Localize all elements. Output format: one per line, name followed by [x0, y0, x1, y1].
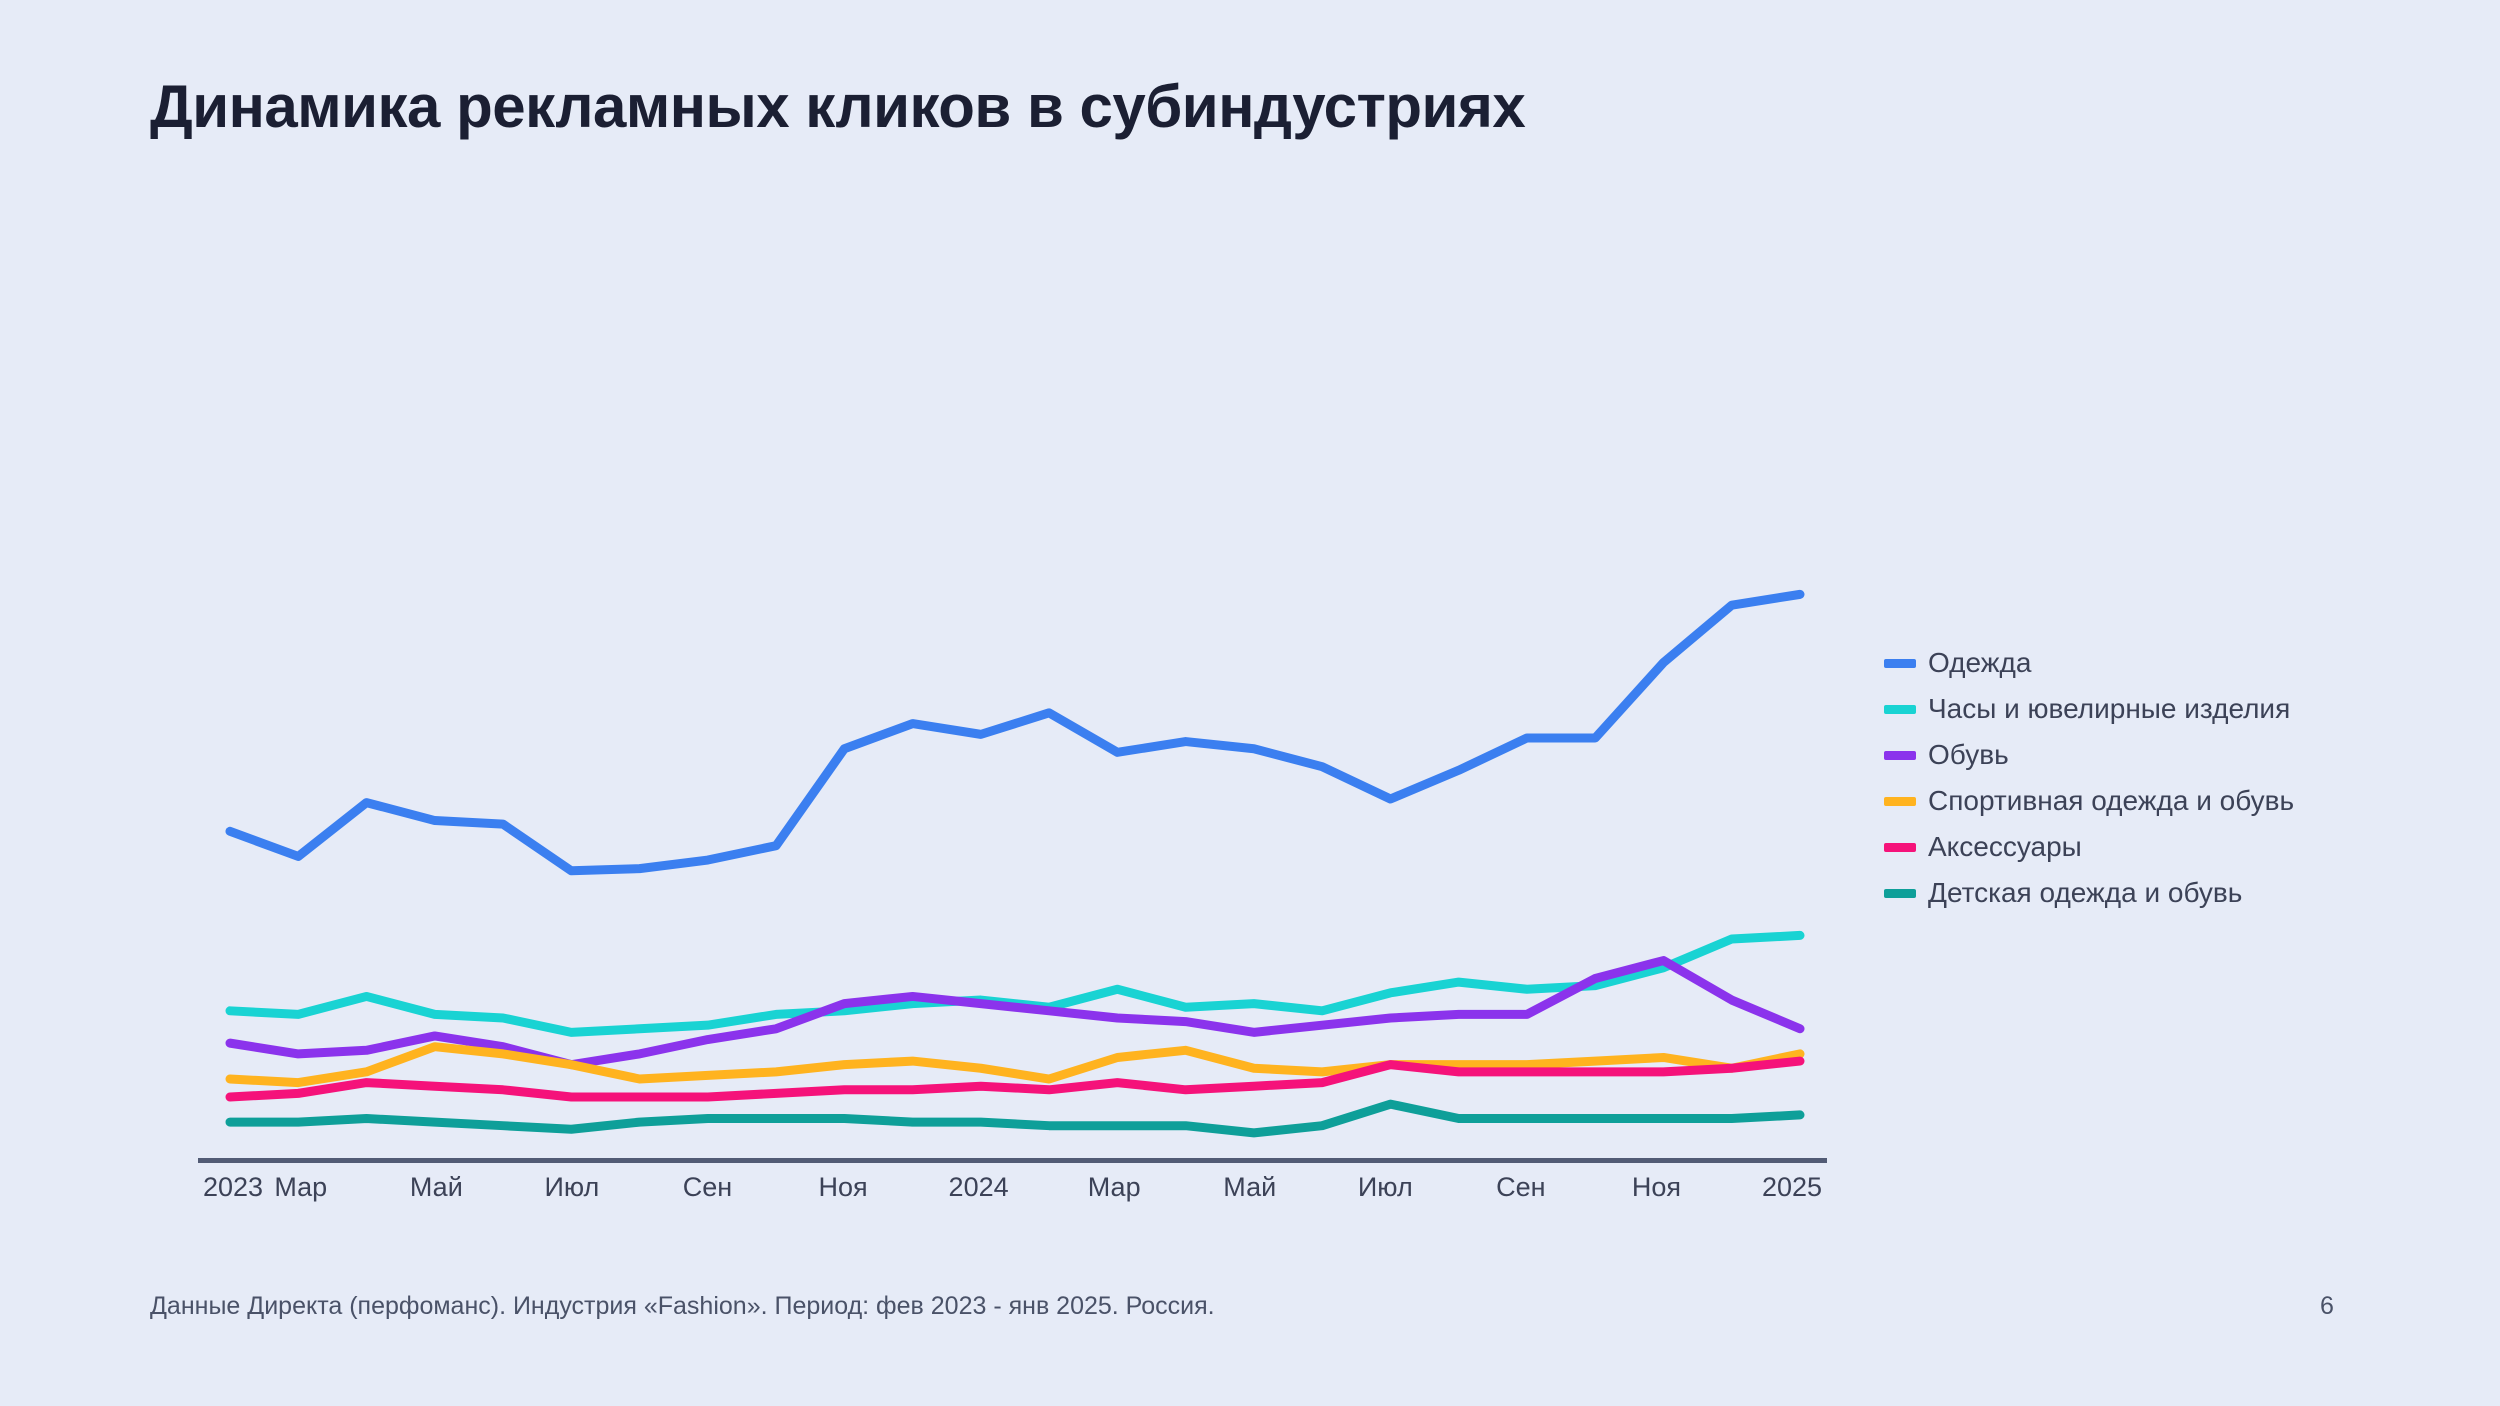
chart-series-line — [225, 930, 1805, 1037]
chart-plot-svg — [225, 589, 1805, 1138]
page-number: 6 — [2320, 1292, 2334, 1320]
legend-item-label: Одежда — [1928, 647, 2032, 678]
x-axis-tick-label: Мар — [1087, 1172, 1141, 1202]
chart-series-line — [225, 1056, 1805, 1102]
chart-series-line — [225, 1099, 1805, 1138]
legend-item-label: Спортивная одежда и обувь — [1928, 785, 2295, 816]
x-axis-tick-label: 2023 — [202, 1172, 264, 1202]
legend-item-label: Детская одежда и обувь — [1928, 877, 2243, 908]
legend-item[interactable]: Одежда — [1884, 648, 2294, 678]
chart-series-line — [225, 956, 1805, 1070]
legend-color-swatch-icon — [1884, 750, 1916, 760]
legend-item[interactable]: Обувь — [1884, 740, 2294, 770]
x-axis-tick-label: Ноя — [818, 1172, 868, 1202]
legend-color-swatch-icon — [1884, 704, 1916, 714]
legend-color-swatch-icon — [1884, 658, 1916, 668]
legend-item-label: Часы и ювелирные изделия — [1928, 693, 2291, 724]
legend-item-label: Аксессуары — [1928, 831, 2082, 862]
x-axis-tick-labels: 2023 Мар Май Июл Сен Ноя 2024 Мар Май Июл Сен Ноя 20… — [198, 1172, 1827, 1212]
legend-item[interactable]: Детская одежда и обувь — [1884, 878, 2294, 908]
legend-color-swatch-icon — [1884, 888, 1916, 898]
chart-legend: Одежда Часы и ювелирные изделия Обувь Спорт… — [1884, 648, 2294, 908]
page-title: Динамика рекламных кликов в субиндустрия… — [150, 73, 1526, 140]
legend-item[interactable]: Часы и ювелирные изделия — [1884, 694, 2294, 724]
x-axis-line — [198, 1158, 1827, 1163]
footer-source-note: Данные Директа (перфоманс). Индустрия «F… — [150, 1292, 1215, 1320]
x-axis-tick-label: 2024 — [948, 1172, 1009, 1202]
x-axis-tick-label: Сен — [682, 1172, 733, 1202]
x-axis-tick-label: Май — [1223, 1172, 1277, 1202]
x-axis-tick-label: Июл — [1357, 1172, 1413, 1202]
legend-color-swatch-icon — [1884, 796, 1916, 806]
x-axis-tick-label: 2025 — [1761, 1172, 1823, 1202]
legend-item[interactable]: Аксессуары — [1884, 832, 2294, 862]
x-axis-tick-label: Июл — [544, 1172, 600, 1202]
chart-series-line — [225, 589, 1805, 876]
legend-color-swatch-icon — [1884, 842, 1916, 852]
chart-series-line — [225, 1042, 1805, 1088]
x-axis-tick-label: Мар — [274, 1172, 328, 1202]
legend-item-label: Обувь — [1928, 739, 2009, 770]
x-axis-tick-label: Сен — [1496, 1172, 1546, 1202]
x-axis-tick-label: Май — [409, 1172, 463, 1202]
legend-item[interactable]: Спортивная одежда и обувь — [1884, 786, 2294, 816]
x-axis-tick-label: Ноя — [1631, 1172, 1681, 1202]
